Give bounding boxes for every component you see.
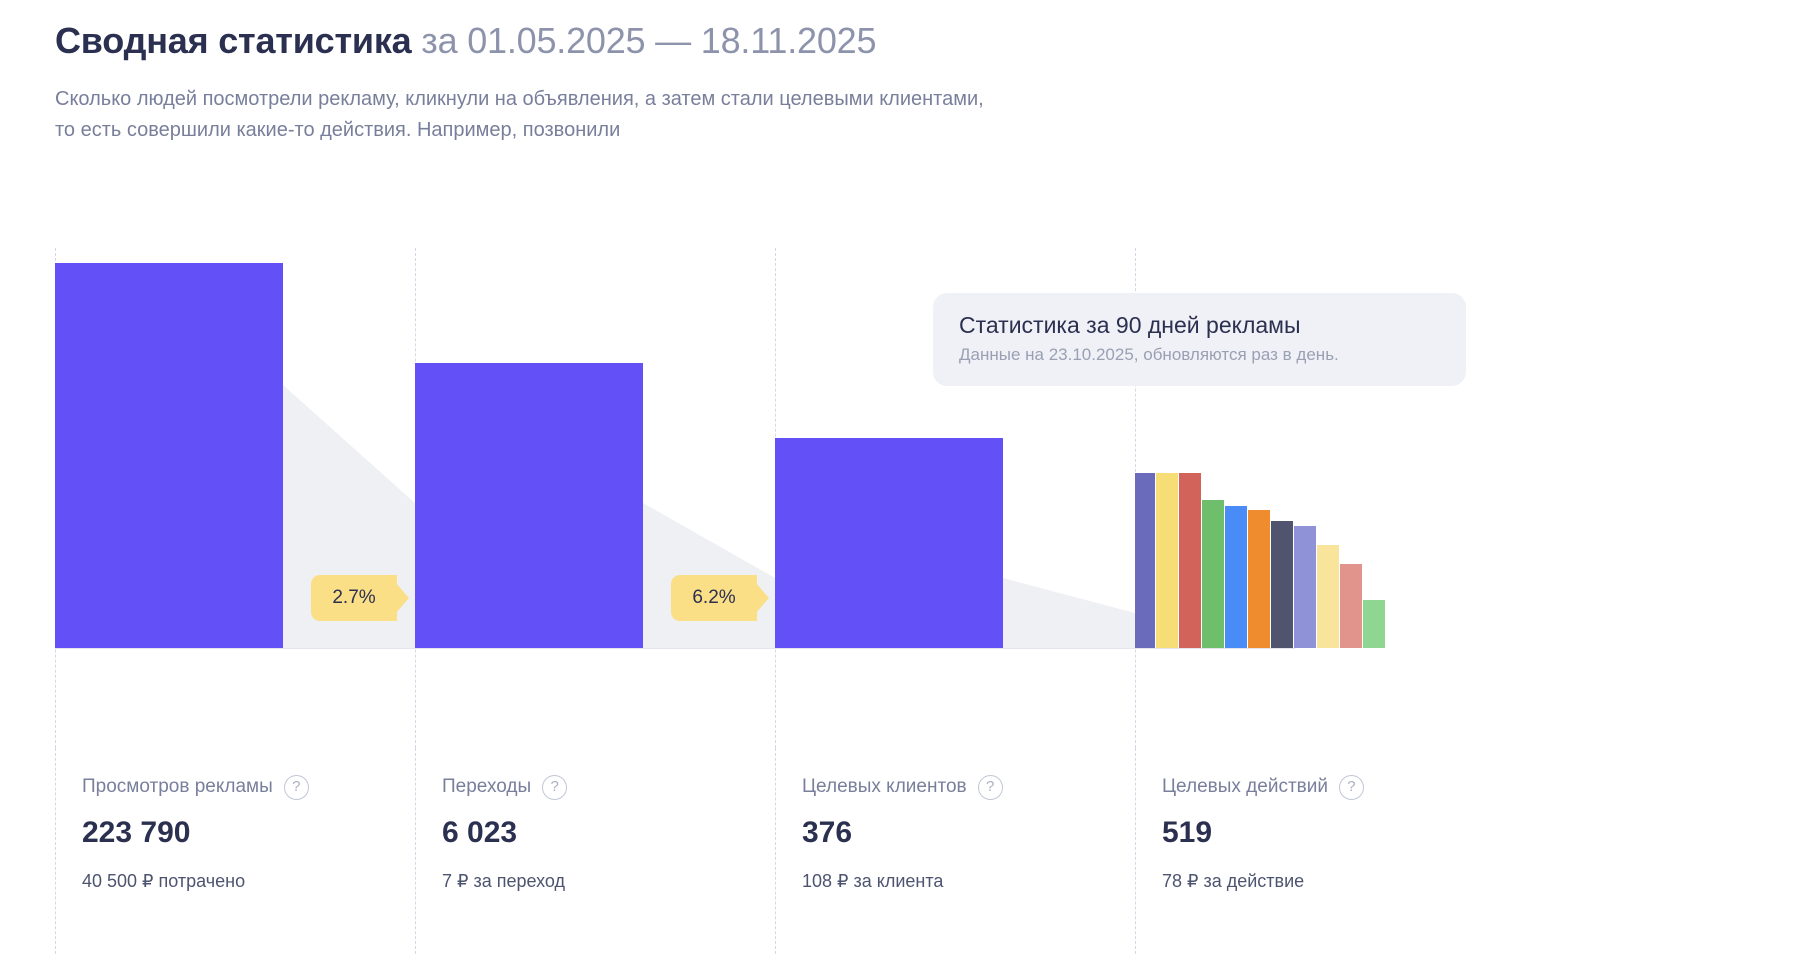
- action-bar-6: [1248, 510, 1270, 648]
- action-bar-10: [1340, 564, 1362, 648]
- conversion-badge-2-body: [671, 575, 757, 621]
- stat-card-views-note: 40 500 ₽ потрачено: [82, 871, 246, 891]
- stat-card-actions-label: Целевых действий: [1162, 776, 1328, 797]
- funnel-bar-views: [55, 263, 283, 648]
- stat-card-views-label: Просмотров рекламы: [82, 776, 273, 797]
- page-header: Сводная статистика за 01.05.2025 — 18.11…: [55, 18, 984, 146]
- conversion-badge-2[interactable]: 6.2%: [671, 575, 769, 621]
- stat-card-actions-header: Целевых действий ?: [1162, 774, 1475, 800]
- action-bar-4: [1202, 500, 1224, 648]
- page-subtitle-line-1: Сколько людей посмотрели рекламу, кликну…: [55, 88, 984, 110]
- stats-row: Просмотров рекламы ? 223 790 40 500 ₽ по…: [55, 748, 1555, 958]
- stat-card-clients: Целевых клиентов ? 376 108 ₽ за клиента: [775, 752, 1115, 892]
- stats-info-tooltip-title: Статистика за 90 дней рекламы: [959, 312, 1301, 338]
- action-bar-1: [1135, 473, 1155, 648]
- conversion-badge-1[interactable]: 2.7%: [311, 575, 409, 621]
- conversion-badge-2-label: 6.2%: [692, 587, 736, 608]
- stat-card-actions-note: 78 ₽ за действие: [1162, 871, 1305, 891]
- help-icon[interactable]: ?: [283, 774, 309, 800]
- stats-divider-3: [775, 748, 776, 954]
- help-icon[interactable]: ?: [1338, 774, 1364, 800]
- funnel-connector-3: [1003, 578, 1135, 648]
- funnel-chart: 2.7% 6.2%: [55, 248, 1495, 748]
- page-subtitle: Сколько людей посмотрели рекламу, кликну…: [55, 84, 984, 146]
- action-bar-7: [1271, 521, 1293, 648]
- stat-card-clients-header: Целевых клиентов ?: [802, 774, 1115, 800]
- page-subtitle-line-2: то есть совершили какие-то действия. Нап…: [55, 119, 621, 141]
- stats-divider-4: [1135, 748, 1136, 954]
- page-title-period: за 01.05.2025 — 18.11.2025: [421, 20, 877, 61]
- funnel-bar-clients: [775, 438, 1003, 648]
- stat-card-clicks-value: 6 023: [442, 816, 518, 849]
- help-icon[interactable]: ?: [542, 774, 568, 800]
- stats-divider-2: [415, 748, 416, 954]
- page-title-main: Сводная статистика: [55, 20, 412, 61]
- conversion-badge-1-arrow-icon: [389, 575, 409, 621]
- page-title: Сводная статистика за 01.05.2025 — 18.11…: [55, 18, 984, 64]
- stat-card-views-header: Просмотров рекламы ?: [82, 774, 395, 800]
- stats-divider-1: [55, 748, 56, 954]
- stat-card-clicks-note: 7 ₽ за переход: [442, 871, 566, 891]
- conversion-badge-2-arrow-icon: [749, 575, 769, 621]
- stat-card-views: Просмотров рекламы ? 223 790 40 500 ₽ по…: [55, 752, 395, 892]
- stats-info-tooltip: Статистика за 90 дней рекламы Данные на …: [933, 293, 1466, 386]
- stat-card-clicks-header: Переходы ?: [442, 774, 755, 800]
- action-bar-11: [1363, 600, 1385, 648]
- funnel-bars-svg: [55, 263, 1385, 649]
- stat-card-actions: Целевых действий ? 519 78 ₽ за действие: [1135, 752, 1475, 892]
- help-icon[interactable]: ?: [977, 774, 1003, 800]
- action-bar-2: [1156, 473, 1178, 648]
- stat-card-clients-note: 108 ₽ за клиента: [802, 871, 944, 891]
- funnel-bar-actions-group: [1135, 473, 1385, 648]
- action-bar-9: [1317, 545, 1339, 648]
- stat-card-clients-value: 376: [802, 816, 853, 849]
- conversion-badge-1-label: 2.7%: [332, 587, 376, 608]
- stat-card-actions-value: 519: [1162, 816, 1213, 849]
- action-bar-8: [1294, 526, 1316, 648]
- stat-card-views-value: 223 790: [82, 816, 191, 849]
- action-bar-5: [1225, 506, 1247, 648]
- conversion-badge-1-body: [311, 575, 397, 621]
- stat-card-clients-label: Целевых клиентов: [802, 776, 967, 797]
- action-bar-3: [1179, 473, 1201, 648]
- stat-card-clicks: Переходы ? 6 023 7 ₽ за переход: [415, 752, 755, 892]
- funnel-bar-clicks: [415, 363, 643, 648]
- stats-info-tooltip-subtitle: Данные на 23.10.2025, обновляются раз в …: [959, 345, 1339, 364]
- stat-card-clicks-label: Переходы: [442, 776, 532, 797]
